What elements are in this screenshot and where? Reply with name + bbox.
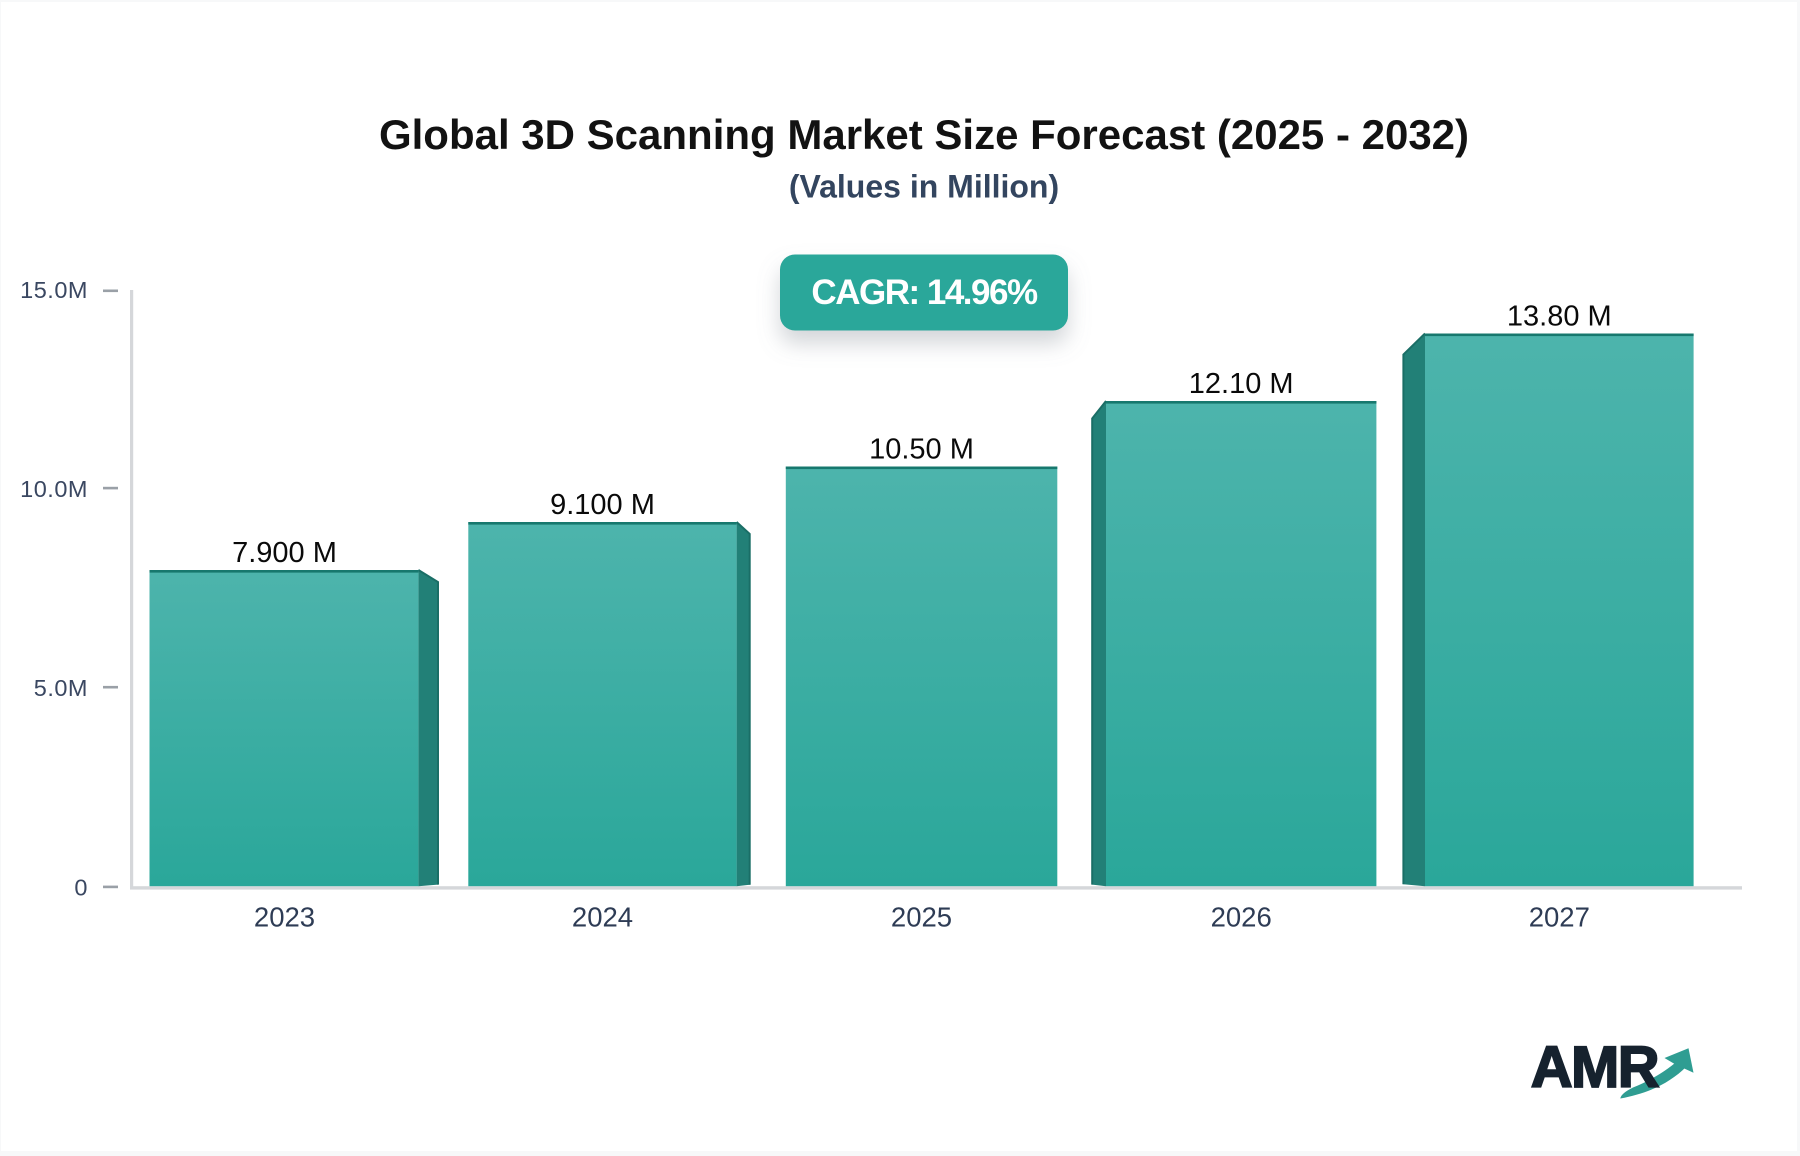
svg-text:10.50 M: 10.50 M: [869, 434, 974, 466]
svg-text:2026: 2026: [1211, 902, 1272, 933]
svg-text:(Values in Million): (Values in Million): [789, 169, 1059, 205]
svg-text:2027: 2027: [1529, 902, 1590, 933]
svg-text:10.0M: 10.0M: [20, 476, 88, 502]
svg-text:Global 3D Scanning Market Size: Global 3D Scanning Market Size Forecast …: [379, 111, 1469, 158]
svg-text:7.900 M: 7.900 M: [232, 537, 337, 569]
svg-text:CAGR: 14.96%: CAGR: 14.96%: [811, 273, 1038, 312]
svg-text:5.0M: 5.0M: [34, 675, 88, 701]
svg-text:AMR: AMR: [1531, 1035, 1659, 1100]
svg-text:13.80 M: 13.80 M: [1507, 301, 1612, 333]
svg-text:12.10 M: 12.10 M: [1189, 368, 1294, 400]
svg-text:9.100 M: 9.100 M: [550, 489, 655, 521]
svg-text:2024: 2024: [572, 902, 633, 933]
svg-text:0: 0: [74, 875, 88, 901]
svg-text:2025: 2025: [891, 902, 952, 933]
svg-text:2023: 2023: [254, 902, 315, 933]
svg-text:15.0M: 15.0M: [20, 277, 88, 303]
